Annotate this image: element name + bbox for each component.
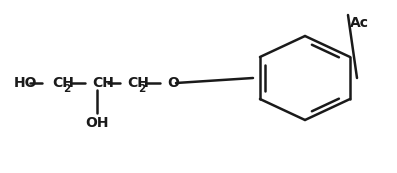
Text: CH: CH (52, 76, 74, 90)
Text: CH: CH (127, 76, 149, 90)
Text: HO: HO (14, 76, 37, 90)
Text: OH: OH (85, 116, 109, 130)
Text: 2: 2 (138, 84, 145, 94)
Text: CH: CH (92, 76, 114, 90)
Text: Ac: Ac (350, 16, 369, 30)
Text: O: O (167, 76, 179, 90)
Text: 2: 2 (63, 84, 70, 94)
